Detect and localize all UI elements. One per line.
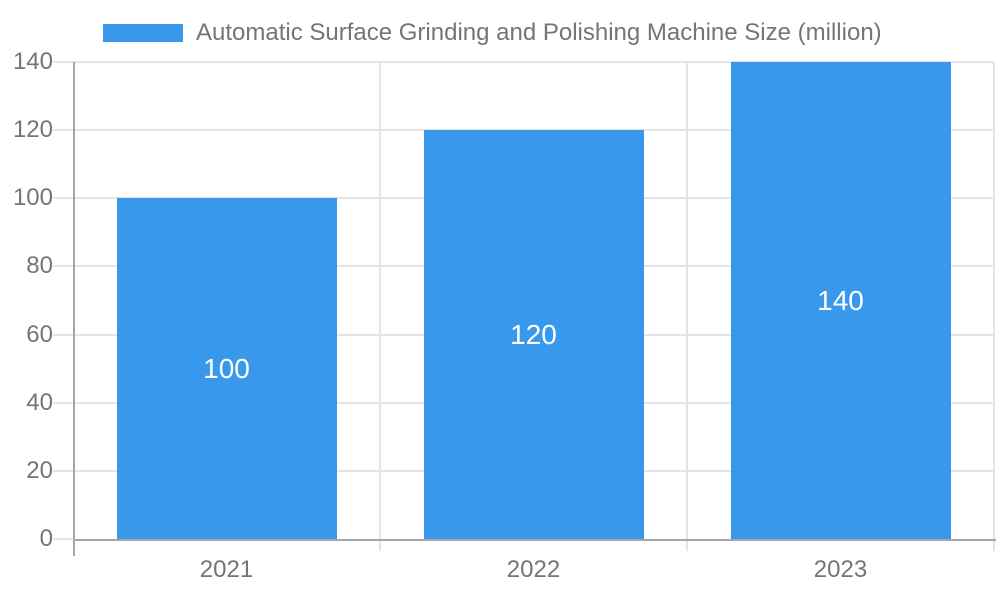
x-axis-line	[73, 539, 996, 541]
y-axis-label: 0	[39, 525, 53, 552]
y-axis-tick	[53, 265, 73, 268]
y-axis-tick	[53, 61, 73, 63]
legend-swatch-icon	[103, 24, 183, 42]
y-axis-tick	[53, 333, 73, 336]
legend: Automatic Surface Grinding and Polishing…	[103, 19, 882, 46]
y-axis-label: 80	[26, 252, 53, 280]
bar	[730, 62, 951, 539]
category-gridline	[686, 62, 688, 551]
category-gridline	[379, 62, 381, 551]
y-gridline	[73, 61, 994, 63]
y-axis-tick	[53, 197, 73, 200]
y-axis-tick	[53, 538, 73, 540]
y-axis-label: 100	[12, 184, 53, 212]
bar	[116, 198, 337, 539]
bar-value-label: 140	[817, 284, 864, 316]
x-axis-label: 2022	[506, 556, 561, 583]
y-axis-line	[73, 62, 75, 556]
bar-value-label: 100	[203, 352, 250, 384]
bar-value-label: 120	[510, 318, 557, 350]
x-axis-label: 2021	[199, 556, 254, 583]
bar	[423, 130, 644, 539]
y-axis-label: 20	[26, 456, 53, 484]
y-axis-tick	[53, 469, 73, 472]
category-gridline	[993, 62, 995, 551]
y-axis-tick	[53, 129, 73, 132]
legend-label: Automatic Surface Grinding and Polishing…	[196, 19, 882, 46]
x-axis-label: 2023	[813, 556, 868, 583]
y-axis-label: 140	[12, 48, 53, 75]
y-axis-label: 120	[12, 116, 53, 144]
y-axis-tick	[53, 401, 73, 404]
y-axis-label: 60	[26, 320, 53, 348]
y-axis-label: 40	[26, 388, 53, 416]
